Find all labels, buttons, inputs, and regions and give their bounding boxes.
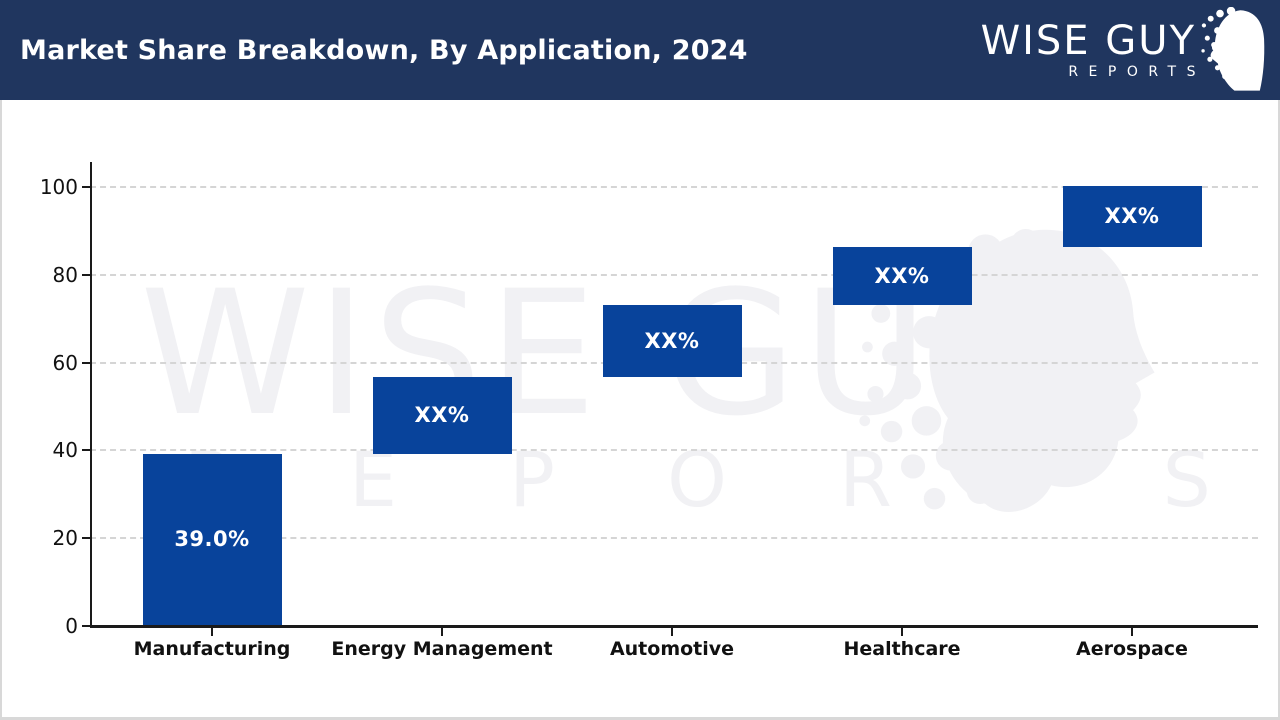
y-tick-label-20: 20 [52,526,78,551]
bar-manufacturing: 39.0% [142,453,282,625]
chart-canvas: WISE GUY R E P O R T S [0,100,1280,720]
x-tick-label-manufacturing: Manufacturing [133,638,291,660]
bar-value-label: 39.0% [174,527,250,552]
bar-healthcare: XX% [832,246,972,305]
y-tick-60 [82,361,90,364]
header-band: Market Share Breakdown, By Application, … [0,0,1280,100]
dotted-face-profile-icon [1201,7,1265,91]
brand-subtitle: REPORTS [1068,63,1206,80]
x-tick-label-automotive: Automotive [609,638,735,660]
y-tick-40 [82,449,90,452]
x-tick-label-healthcare: Healthcare [843,638,961,660]
y-tick-label-60: 60 [52,350,78,375]
bar-automotive: XX% [602,304,742,377]
brand-logo: WISE GUY REPORTS [981,6,1270,94]
y-tick-0 [82,625,90,627]
x-tick-2 [671,628,673,636]
bar-value-label: XX% [874,263,930,288]
x-tick-label-aerospace: Aerospace [1076,638,1188,660]
y-tick-80 [82,273,90,276]
bar-aerospace: XX% [1062,186,1202,247]
x-tick-4 [1131,628,1133,636]
y-tick-label-0: 0 [65,614,78,638]
gridline-y-80 [90,273,1258,276]
y-tick-label-80: 80 [52,262,78,287]
gridline-y-100 [90,186,1258,188]
gridline-y-20 [90,537,1258,540]
x-tick-label-energy-management: Energy Management [331,638,553,660]
bar-value-label: XX% [414,403,470,428]
x-tick-0 [211,628,213,636]
y-tick-20 [82,537,90,540]
y-axis-spine [90,162,92,627]
brand-name: WISE GUY [980,17,1196,64]
bar-value-label: XX% [1104,204,1160,229]
gridline-y-40 [90,449,1258,452]
bar-energy-management: XX% [372,376,512,454]
x-tick-1 [441,628,443,636]
brand-wordmark: WISE GUY REPORTS [981,21,1196,80]
x-axis-spine [90,625,1258,628]
x-tick-3 [901,628,903,636]
y-tick-label-100: 100 [39,175,78,199]
page-title: Market Share Breakdown, By Application, … [20,34,748,66]
bar-value-label: XX% [644,328,700,353]
y-tick-100 [82,186,90,188]
y-tick-label-40: 40 [52,438,78,463]
